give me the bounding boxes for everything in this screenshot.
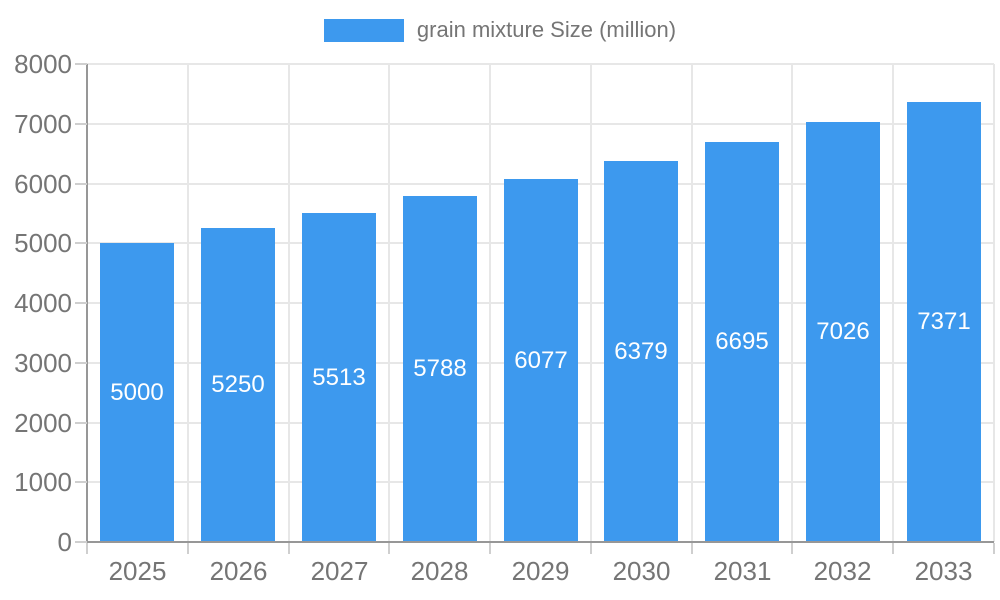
y-axis-line: [86, 64, 88, 542]
x-axis-tick-label: 2031: [713, 556, 772, 586]
bar-value-label: 5250: [211, 371, 265, 398]
x-gridline: [892, 64, 894, 542]
bar[interactable]: 5788: [403, 196, 477, 542]
bar-value-label: 6077: [514, 346, 568, 374]
y-axis-tick-label: 2000: [14, 408, 72, 438]
bar-value-label: 5000: [110, 378, 164, 406]
bar-value-label: 6379: [614, 337, 668, 365]
x-gridline: [993, 64, 995, 542]
y-axis-tick-label: 1000: [14, 467, 72, 497]
plot-area: 5000 5250 5513 5788 6077 6379 6695 7026 7371: [87, 63, 995, 542]
y-axis-tick: [75, 481, 87, 483]
x-axis-tick-label: 2032: [813, 556, 872, 586]
y-axis-tick-label: 8000: [14, 49, 72, 79]
x-axis-tick: [791, 543, 793, 554]
bar[interactable]: 6379: [604, 161, 678, 542]
y-axis-tick: [75, 541, 87, 543]
x-axis-tick: [892, 543, 894, 554]
x-gridline: [791, 64, 793, 542]
x-axis-tick-label: 2027: [310, 556, 369, 586]
y-axis-tick: [75, 242, 87, 244]
x-axis-tick: [288, 543, 290, 554]
x-gridline: [691, 64, 693, 542]
x-axis-tick-label: 2025: [108, 556, 167, 586]
y-axis-tick-label: 7000: [14, 109, 72, 139]
y-axis-tick: [75, 123, 87, 125]
x-axis-tick-label: 2029: [511, 556, 570, 586]
bar-value-label: 7371: [917, 308, 971, 335]
legend-item[interactable]: grain mixture Size (million): [0, 17, 1000, 43]
x-gridline: [187, 64, 189, 542]
x-axis-tick: [86, 543, 88, 554]
x-axis-tick: [691, 543, 693, 554]
x-axis-tick: [489, 543, 491, 554]
y-axis-tick: [75, 302, 87, 304]
x-axis-tick: [187, 543, 189, 554]
bar-value-label: 6695: [715, 328, 769, 355]
x-gridline: [489, 64, 491, 542]
y-axis-tick-label: 0: [57, 527, 72, 557]
y-axis-tick: [75, 422, 87, 424]
x-gridline: [288, 64, 290, 542]
y-axis-tick-label: 3000: [14, 348, 72, 378]
bar[interactable]: 5250: [201, 228, 275, 542]
y-gridline: [87, 63, 994, 65]
legend-swatch: [323, 18, 404, 42]
x-gridline: [388, 64, 390, 542]
bar[interactable]: 5000: [100, 243, 174, 542]
x-gridline: [590, 64, 592, 542]
bar[interactable]: 7026: [806, 122, 880, 542]
y-axis-tick: [75, 362, 87, 364]
y-axis-tick: [75, 63, 87, 65]
y-axis-tick-label: 4000: [14, 288, 72, 318]
bar-value-label: 7026: [816, 318, 870, 345]
y-gridline: [87, 122, 994, 125]
bar[interactable]: 7371: [907, 102, 981, 542]
bar[interactable]: 5513: [302, 213, 376, 542]
x-axis-tick: [388, 543, 390, 554]
x-axis-tick-label: 2033: [914, 556, 973, 586]
x-axis-tick: [993, 543, 995, 554]
legend-label: grain mixture Size (million): [416, 17, 677, 42]
x-axis-tick: [590, 543, 592, 554]
bar[interactable]: 6077: [504, 179, 578, 542]
bar[interactable]: 6695: [705, 142, 779, 542]
x-axis-tick-label: 2026: [209, 556, 268, 586]
bar-value-label: 5513: [312, 363, 366, 391]
bar-value-label: 5788: [413, 355, 467, 382]
x-axis-tick-label: 2030: [612, 556, 671, 586]
x-axis-line: [87, 541, 994, 543]
y-axis-tick-label: 6000: [14, 169, 72, 199]
y-axis-tick-label: 5000: [14, 228, 72, 258]
x-axis-tick-label: 2028: [410, 556, 469, 586]
y-axis-tick: [75, 183, 87, 185]
